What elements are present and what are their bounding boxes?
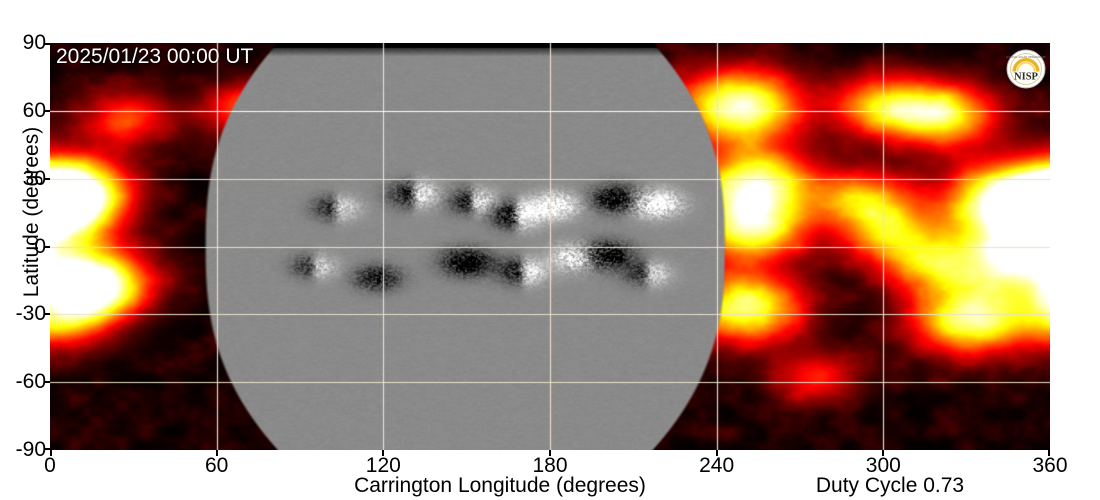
x-axis-tick-240: 240 — [699, 454, 735, 477]
svg-text:NISP: NISP — [1014, 72, 1039, 83]
x-axis-tickmark — [715, 450, 718, 456]
x-axis-tickmark — [882, 450, 885, 456]
x-axis-tickmark — [215, 450, 218, 456]
y-axis-tickmark — [44, 43, 50, 45]
x-axis-tick-180: 180 — [532, 454, 568, 477]
y-axis-tick-minus60: -60 — [15, 370, 46, 394]
x-axis-tick-0: 0 — [44, 454, 56, 477]
y-axis-tick-90: 90 — [22, 31, 46, 54]
x-axis-tickmark — [382, 450, 385, 456]
y-axis-tick-0: 0 — [34, 234, 46, 258]
x-axis-tick-300: 300 — [865, 454, 901, 477]
y-axis-tick-minus90: -90 — [15, 438, 46, 461]
y-axis-tickmark — [44, 109, 50, 112]
y-axis-tickmark — [44, 245, 50, 248]
duty-cycle-label: Duty Cycle 0.73 — [815, 474, 965, 497]
y-axis-tick-30: 30 — [22, 166, 46, 190]
carrington-synoptic-plot[interactable]: 2025/01/23 00:00 UT NISP NATIONAL SOLAR … — [50, 43, 1050, 450]
y-axis-tickmark — [44, 448, 50, 450]
x-axis-tickmark — [1048, 450, 1050, 456]
y-axis-tick-minus30: -30 — [15, 302, 46, 326]
synoptic-map-canvas[interactable] — [50, 43, 1050, 450]
y-axis-title: Latitude (degrees) — [20, 126, 43, 298]
date-timestamp-label: 2025/01/23 00:00 UT — [56, 45, 254, 68]
x-axis-tickmark — [50, 450, 52, 456]
y-axis-tickmark — [44, 177, 50, 180]
x-axis-tick-360: 360 — [1032, 454, 1068, 477]
x-axis-tickmark — [549, 450, 551, 456]
svg-text:NATIONAL SOLAR OBSERVATORY: NATIONAL SOLAR OBSERVATORY — [1006, 55, 1046, 59]
x-axis-tick-120: 120 — [365, 454, 401, 477]
y-axis-tickmark — [44, 381, 50, 384]
x-axis-title: Carrington Longitude (degrees) — [354, 474, 646, 497]
x-axis-tick-60: 60 — [204, 454, 229, 477]
y-axis-tickmark — [44, 313, 50, 316]
y-axis-tick-60: 60 — [22, 98, 46, 122]
nisp-logo-icon: NISP NATIONAL SOLAR OBSERVATORY — [1005, 49, 1047, 89]
